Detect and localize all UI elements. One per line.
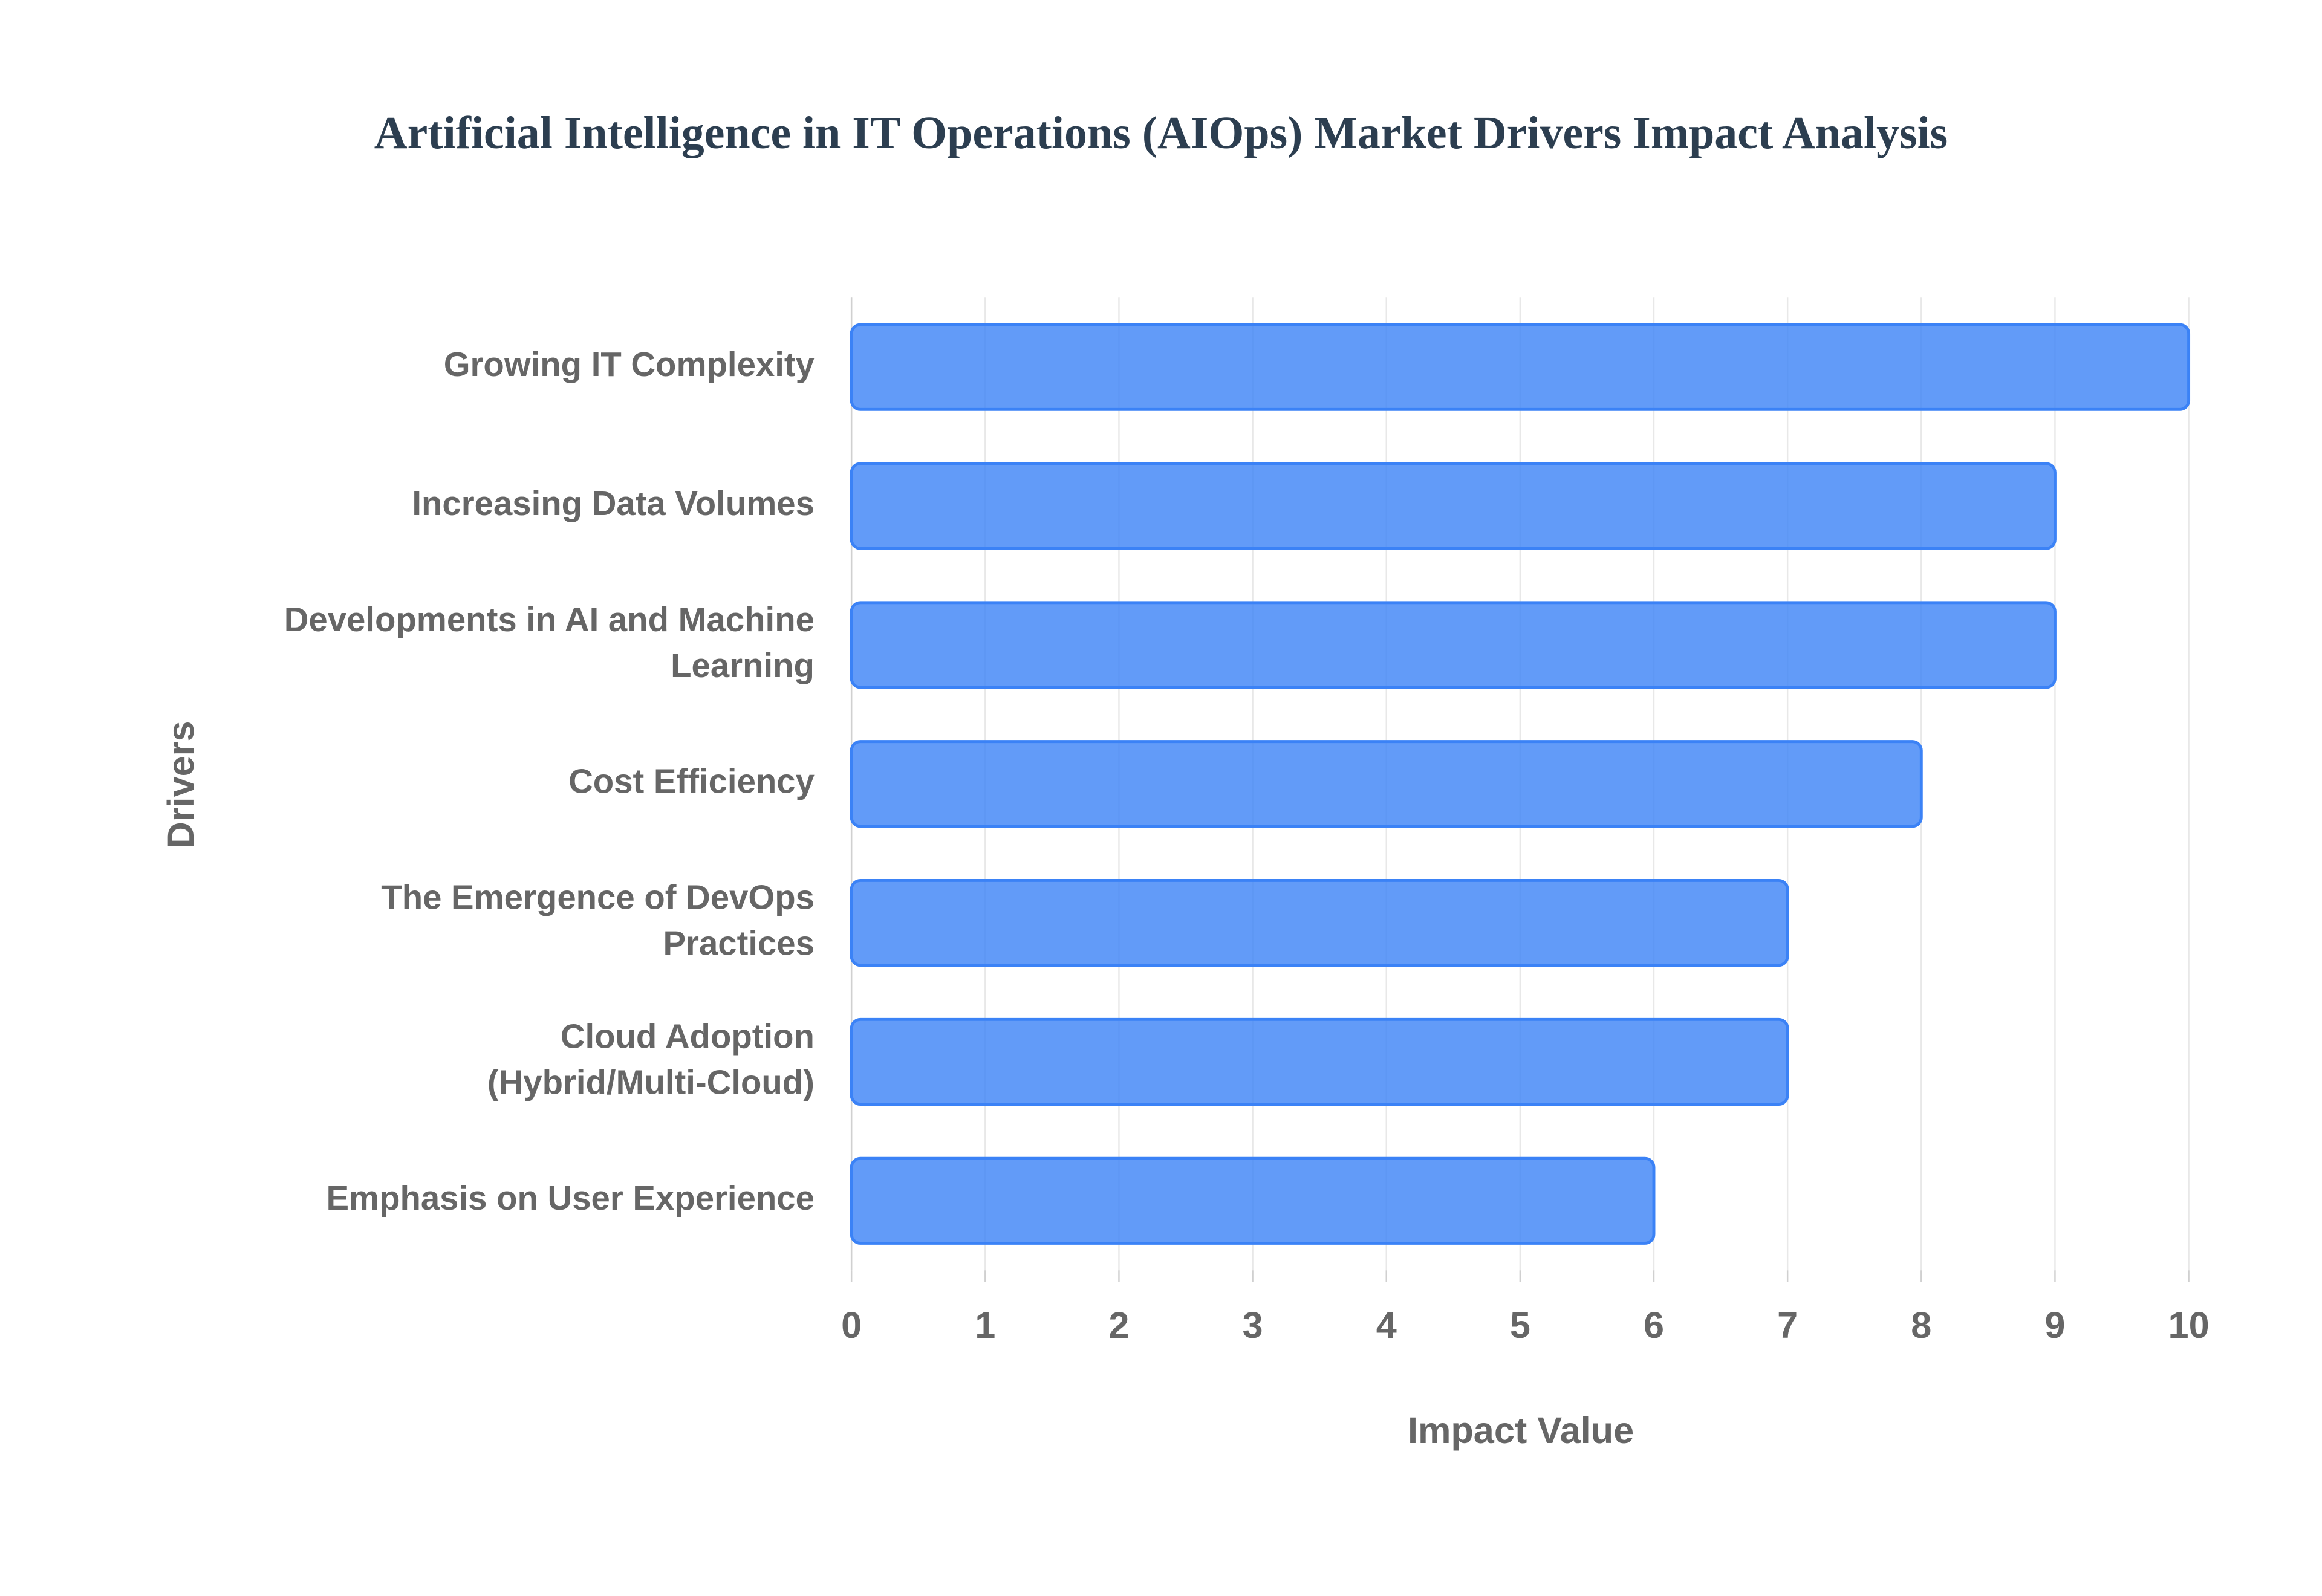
x-tick-label: 1 bbox=[975, 1305, 995, 1346]
x-tick-label: 5 bbox=[1510, 1305, 1530, 1346]
x-tick-label: 8 bbox=[1911, 1305, 1931, 1346]
y-tick-label: Emphasis on User Experience bbox=[326, 1179, 815, 1217]
y-axis-title: Drivers bbox=[160, 721, 201, 848]
x-tick-label: 3 bbox=[1243, 1305, 1263, 1346]
y-tick-label: Increasing Data Volumes bbox=[412, 484, 815, 522]
x-tick-label: 10 bbox=[2168, 1305, 2210, 1346]
bar bbox=[850, 879, 1789, 967]
x-tick-label: 9 bbox=[2044, 1305, 2065, 1346]
x-tick-label: 6 bbox=[1644, 1305, 1664, 1346]
bar bbox=[850, 601, 2057, 689]
y-tick-label: Cost Efficiency bbox=[568, 762, 815, 800]
x-tick-label: 4 bbox=[1376, 1305, 1397, 1346]
y-tick-label: Cloud Adoption (Hybrid/Multi-Cloud) bbox=[487, 1017, 815, 1101]
x-axis-title: Impact Value bbox=[1408, 1410, 1634, 1451]
bar bbox=[850, 740, 1923, 828]
bar bbox=[850, 462, 2057, 550]
bar bbox=[850, 1017, 1789, 1106]
x-tick-label: 7 bbox=[1777, 1305, 1798, 1346]
x-tick-label: 0 bbox=[841, 1305, 862, 1346]
y-tick-label: Growing IT Complexity bbox=[444, 345, 815, 383]
y-tick-label: The Emergence of DevOps Practices bbox=[381, 878, 815, 962]
chart-title: Artificial Intelligence in IT Operations… bbox=[374, 108, 1948, 158]
y-tick-label: Developments in AI and Machine Learning bbox=[284, 600, 815, 684]
bar bbox=[850, 1156, 1656, 1245]
bar bbox=[850, 323, 2191, 411]
x-tick-label: 2 bbox=[1108, 1305, 1129, 1346]
